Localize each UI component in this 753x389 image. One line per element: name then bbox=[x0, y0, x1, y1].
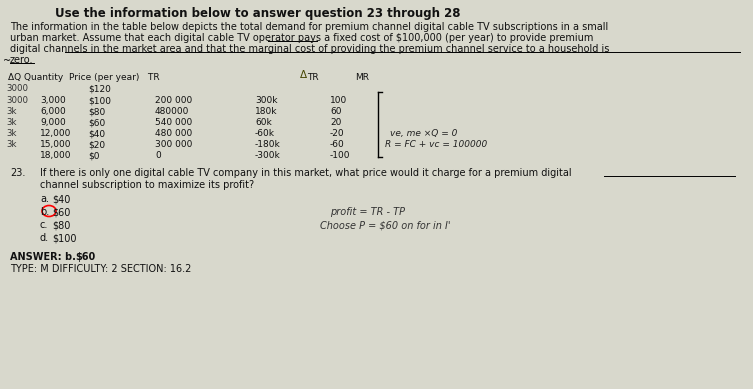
Text: -60k: -60k bbox=[255, 129, 275, 138]
Text: d.: d. bbox=[40, 233, 49, 243]
Text: zero.: zero. bbox=[10, 55, 33, 65]
Text: $80: $80 bbox=[88, 107, 105, 116]
Text: 3k: 3k bbox=[6, 118, 17, 127]
Text: -300k: -300k bbox=[255, 151, 281, 160]
Text: 12,000: 12,000 bbox=[40, 129, 72, 138]
Text: R = FC + vc = 100000: R = FC + vc = 100000 bbox=[385, 140, 487, 149]
Text: TYPE: M DIFFICULTY: 2 SECTION: 16.2: TYPE: M DIFFICULTY: 2 SECTION: 16.2 bbox=[10, 264, 191, 274]
Text: $40: $40 bbox=[88, 129, 105, 138]
Text: ΔQ Quantity  Price (per year)   TR: ΔQ Quantity Price (per year) TR bbox=[8, 73, 160, 82]
Text: 6,000: 6,000 bbox=[40, 107, 66, 116]
Text: $80: $80 bbox=[52, 220, 70, 230]
Text: -180k: -180k bbox=[255, 140, 281, 149]
Text: MR: MR bbox=[355, 73, 369, 82]
Text: 100: 100 bbox=[330, 96, 347, 105]
Text: Use the information below to answer question 23 through 28: Use the information below to answer ques… bbox=[55, 7, 461, 20]
Text: $20: $20 bbox=[88, 140, 105, 149]
Text: 15,000: 15,000 bbox=[40, 140, 72, 149]
Text: -100: -100 bbox=[330, 151, 350, 160]
Text: 60k: 60k bbox=[255, 118, 272, 127]
Text: $60: $60 bbox=[75, 252, 95, 262]
Text: 3,000: 3,000 bbox=[40, 96, 66, 105]
Text: 3000: 3000 bbox=[6, 96, 28, 105]
Text: 60: 60 bbox=[330, 107, 342, 116]
Text: 180k: 180k bbox=[255, 107, 278, 116]
Text: The information in the table below depicts the total demand for premium channel : The information in the table below depic… bbox=[10, 22, 608, 32]
Text: urban market. Assume that each digital cable TV operator pays a fixed cost of $1: urban market. Assume that each digital c… bbox=[10, 33, 593, 43]
Text: Δ: Δ bbox=[300, 70, 307, 80]
Text: channel subscription to maximize its profit?: channel subscription to maximize its pro… bbox=[40, 180, 254, 190]
Text: $100: $100 bbox=[52, 233, 77, 243]
Text: $40: $40 bbox=[52, 194, 70, 204]
Text: 300k: 300k bbox=[255, 96, 278, 105]
Text: ve, me ×Q = 0: ve, me ×Q = 0 bbox=[390, 129, 457, 138]
Text: -20: -20 bbox=[330, 129, 345, 138]
Text: Choose P = $60 on for in I': Choose P = $60 on for in I' bbox=[320, 220, 450, 230]
Text: 540 000: 540 000 bbox=[155, 118, 192, 127]
Text: 0: 0 bbox=[155, 151, 160, 160]
Text: digital channels in the market area and that the marginal cost of providing the : digital channels in the market area and … bbox=[10, 44, 609, 54]
Text: 23.: 23. bbox=[10, 168, 26, 178]
Text: $0: $0 bbox=[88, 151, 99, 160]
Text: $100: $100 bbox=[88, 96, 111, 105]
Text: 18,000: 18,000 bbox=[40, 151, 72, 160]
Text: ANSWER: b.: ANSWER: b. bbox=[10, 252, 76, 262]
Text: 480000: 480000 bbox=[155, 107, 189, 116]
Text: $60: $60 bbox=[88, 118, 105, 127]
Text: 3k: 3k bbox=[6, 140, 17, 149]
Text: a.: a. bbox=[40, 194, 49, 204]
Text: profit = TR - TP: profit = TR - TP bbox=[330, 207, 405, 217]
Text: If there is only one digital cable TV company in this market, what price would i: If there is only one digital cable TV co… bbox=[40, 168, 572, 178]
Text: c.: c. bbox=[40, 220, 48, 230]
Text: ~: ~ bbox=[3, 56, 11, 66]
Text: 9,000: 9,000 bbox=[40, 118, 66, 127]
Text: 3k: 3k bbox=[6, 107, 17, 116]
Text: 200 000: 200 000 bbox=[155, 96, 192, 105]
Text: $120: $120 bbox=[88, 84, 111, 93]
Text: b.: b. bbox=[40, 207, 49, 217]
Text: 20: 20 bbox=[330, 118, 341, 127]
Text: 300 000: 300 000 bbox=[155, 140, 192, 149]
Text: -60: -60 bbox=[330, 140, 345, 149]
Text: $60: $60 bbox=[52, 207, 70, 217]
Text: 3000: 3000 bbox=[6, 84, 28, 93]
Text: 3k: 3k bbox=[6, 129, 17, 138]
Text: TR: TR bbox=[307, 73, 319, 82]
Text: 480 000: 480 000 bbox=[155, 129, 192, 138]
